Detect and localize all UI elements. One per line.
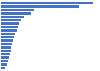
Bar <box>1 9 34 11</box>
Bar <box>1 63 7 66</box>
Bar <box>1 19 21 21</box>
Bar <box>1 67 5 69</box>
Bar <box>1 39 13 42</box>
Bar <box>1 12 31 15</box>
Bar <box>1 50 11 52</box>
Bar <box>1 2 93 4</box>
Bar <box>1 5 79 8</box>
Bar <box>1 33 15 35</box>
Bar <box>1 43 12 45</box>
Bar <box>1 60 8 62</box>
Bar <box>1 46 11 49</box>
Bar <box>1 36 14 38</box>
Bar <box>1 29 16 32</box>
Bar <box>1 22 19 25</box>
Bar <box>1 26 18 28</box>
Bar <box>1 15 24 18</box>
Bar <box>1 53 10 56</box>
Bar <box>1 56 9 59</box>
